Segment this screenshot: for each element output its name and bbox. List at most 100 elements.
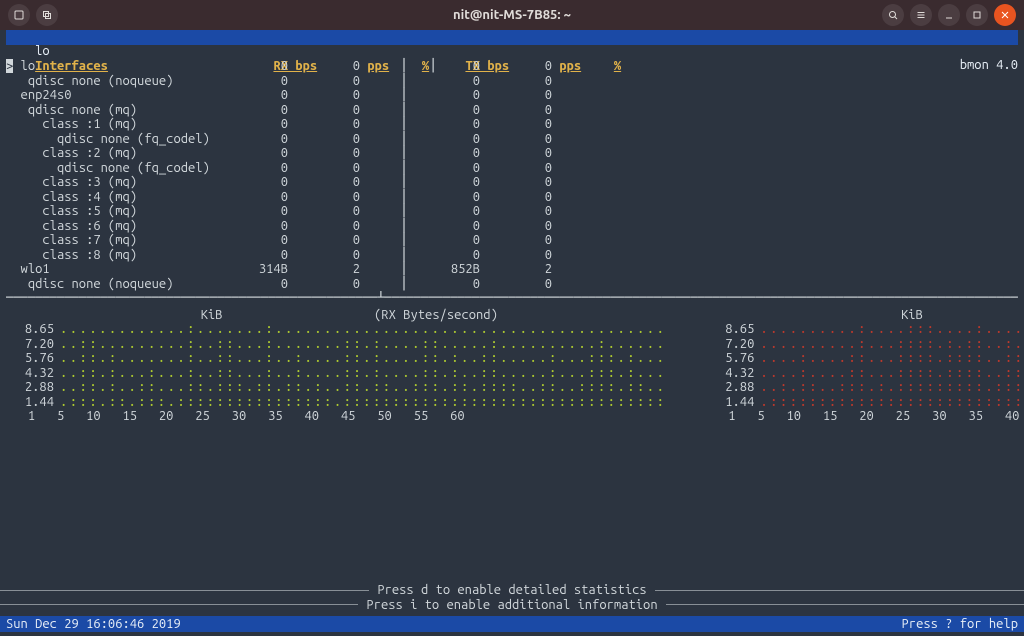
table-row[interactable]: enp24s000│00 (6, 88, 1018, 103)
hint-additional-info: Press i to enable additional information (358, 598, 665, 612)
rx-pps-val: 0 (288, 190, 360, 204)
graph-row: 8.65..........:....:::....:.......:.....… (706, 322, 1024, 337)
tx-pps-val: 0 (480, 277, 552, 291)
graph-title: KiB (TX Bytes/second) (706, 308, 1024, 323)
y-axis-label: 2.88 (706, 380, 760, 394)
terminal-area[interactable]: lo bmon 4.0 InterfacesRX bpspps%│TX bpsp… (0, 30, 1024, 636)
rx-pps-val: 0 (288, 132, 360, 146)
tx-bps-val: 0 (408, 233, 480, 247)
rx-pps-val: 0 (288, 175, 360, 189)
tx-bps-val: 0 (408, 204, 480, 218)
tx-bps-val: 0 (408, 161, 480, 175)
y-axis-label: 1.44 (6, 395, 60, 409)
rx-pps-val: 2 (288, 262, 360, 276)
window-title: nit@nit-MS-7B85: ~ (0, 8, 1024, 22)
y-axis-label: 7.20 (706, 337, 760, 351)
table-row[interactable]: class :4 (mq)00│00 (6, 190, 1018, 205)
table-row[interactable]: wlo1314B2│852B2 (6, 262, 1018, 277)
graph-data: ....:....::...::::.::::..::.:.:.:..::.:.… (760, 351, 1024, 365)
graph-row: 5.76..::.:.......:..::...:..:....::.:...… (6, 351, 666, 366)
window-titlebar: nit@nit-MS-7B85: ~ (0, 0, 1024, 30)
tx-bps-val: 0 (408, 117, 480, 131)
table-row[interactable]: class :8 (mq)00│00 (6, 248, 1018, 263)
graph-data: ....:....::...::::.::::..::.:.:.:..::.:.… (760, 366, 1024, 380)
tx-pps-val: 0 (480, 248, 552, 262)
iface-name: qdisc none (mq) (6, 103, 216, 117)
status-datetime: Sun Dec 29 16:06:46 2019 (6, 617, 181, 631)
iface-name: qdisc none (noqueue) (6, 277, 216, 291)
iface-name: class :3 (mq) (6, 175, 216, 189)
rx-pps-val: 0 (288, 59, 360, 73)
y-axis-label: 7.20 (6, 337, 60, 351)
tx-bps-val: 0 (408, 219, 480, 233)
rx-pps-val: 0 (288, 117, 360, 131)
hamburger-menu-icon[interactable] (910, 4, 932, 26)
rx-pps-val: 0 (288, 146, 360, 160)
rx-pps-val: 0 (288, 219, 360, 233)
rx-bps-val: 0 (216, 233, 288, 247)
table-row[interactable]: qdisc none (fq_codel)00│00 (6, 132, 1018, 147)
search-icon[interactable] (882, 4, 904, 26)
y-axis-label: 8.65 (706, 322, 760, 336)
iface-name: class :2 (mq) (6, 146, 216, 160)
tx-pps-val: 0 (480, 146, 552, 160)
minimize-button[interactable] (938, 4, 960, 26)
rx-bps-val: 0 (216, 161, 288, 175)
table-row[interactable]: qdisc none (fq_codel)00│00 (6, 161, 1018, 176)
hint-detailed-stats: Press d to enable detailed statistics (369, 583, 654, 597)
iface-name: > lo (6, 59, 216, 73)
iface-name: wlo1 (6, 262, 216, 276)
x-axis: 1 5 10 15 20 25 30 35 40 45 50 55 60 (6, 409, 666, 424)
tx-bps-val: 852B (408, 262, 480, 276)
iface-name: class :4 (mq) (6, 190, 216, 204)
graph-row: 8.65.............:.......:..............… (6, 322, 666, 337)
graph-data: ..........:....:::....:.......:.........… (760, 322, 1024, 336)
tx-bps-val: 0 (408, 190, 480, 204)
tx-bps-val: 0 (408, 74, 480, 88)
rx-bps-val: 0 (216, 204, 288, 218)
rx-bps-val: 0 (216, 74, 288, 88)
graph-row: 1.44.:::::::::::::::::::::::::::::::::::… (706, 395, 1024, 410)
tx-pps-val: 0 (480, 132, 552, 146)
table-row[interactable]: class :2 (mq)00│00 (6, 146, 1018, 161)
y-axis-label: 8.65 (6, 322, 60, 336)
table-row[interactable]: class :6 (mq)00│00 (6, 219, 1018, 234)
tx-pps-val: 0 (480, 219, 552, 233)
table-row[interactable]: class :1 (mq)00│00 (6, 117, 1018, 132)
table-row[interactable]: qdisc none (noqueue)00│00 (6, 277, 1018, 292)
table-row[interactable]: qdisc none (mq)00│00 (6, 103, 1018, 118)
rx-bps-val: 0 (216, 132, 288, 146)
graphs-panel: KiB (RX Bytes/second)8.65.............:.… (6, 306, 1018, 424)
table-separator: ────────────────────────────────────────… (6, 291, 1018, 306)
close-button[interactable] (994, 4, 1016, 26)
rx-pps-val: 0 (288, 88, 360, 102)
table-row[interactable]: qdisc none (noqueue)00│00 (6, 74, 1018, 89)
rx-bps-val: 0 (216, 59, 288, 73)
iface-name: class :5 (mq) (6, 204, 216, 218)
rx-bps-val: 0 (216, 175, 288, 189)
iface-name: enp24s0 (6, 88, 216, 102)
table-row[interactable]: class :7 (mq)00│00 (6, 233, 1018, 248)
graph-data: ..::.:...:...:..::...:..:....::.:....::.… (60, 366, 666, 380)
table-row[interactable]: > lo00│00 (6, 59, 1018, 74)
rx-bps-val: 0 (216, 219, 288, 233)
rx-pps-val: 0 (288, 204, 360, 218)
y-axis-label: 4.32 (6, 366, 60, 380)
table-row[interactable]: class :3 (mq)00│00 (6, 175, 1018, 190)
tx-pps-val: 0 (480, 190, 552, 204)
tx-pps-val: 0 (480, 175, 552, 189)
y-axis-label: 4.32 (706, 366, 760, 380)
tx-bps-val: 0 (408, 277, 480, 291)
graph-data: ..::.........:..::...:.......::.:....::.… (60, 337, 666, 351)
graph-row: 1.44.:::.::.:::.::::::::::::::::.:::::::… (6, 395, 666, 410)
bmon-version: bmon 4.0 (960, 58, 1018, 72)
maximize-button[interactable] (966, 4, 988, 26)
tx-pps-val: 0 (480, 117, 552, 131)
rx-graph: KiB (RX Bytes/second)8.65.............:.… (6, 308, 666, 424)
table-row[interactable]: class :5 (mq)00│00 (6, 204, 1018, 219)
graph-row: 4.32....:....::...::::.::::..::.:.:.:..:… (706, 366, 1024, 381)
rx-pps-val: 0 (288, 74, 360, 88)
graph-title: KiB (RX Bytes/second) (6, 308, 666, 323)
rx-pps-val: 0 (288, 233, 360, 247)
tx-pps-val: 0 (480, 161, 552, 175)
